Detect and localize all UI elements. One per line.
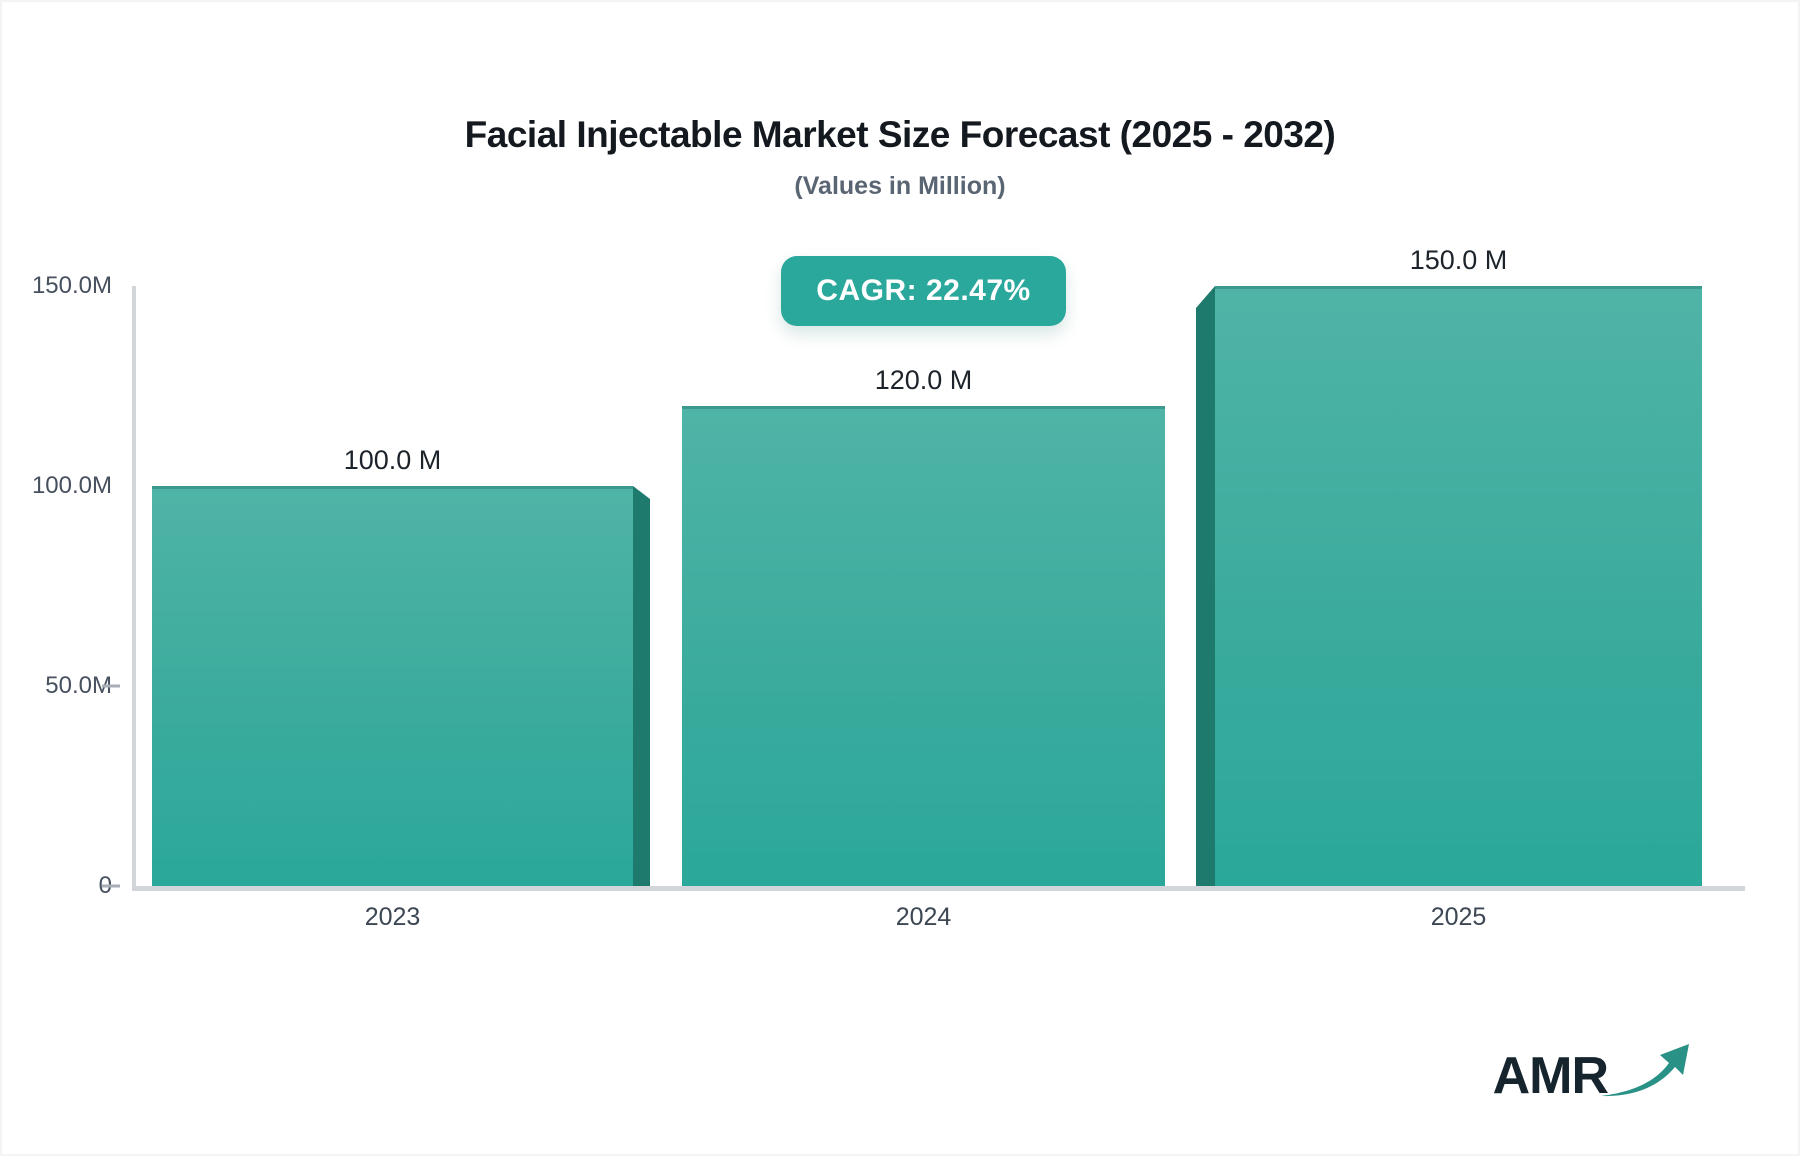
chart-subtitle: (Values in Million): [794, 172, 1006, 200]
bar-3d-side-face: [1196, 286, 1215, 886]
chart-title: Facial Injectable Market Size Forecast (…: [464, 114, 1336, 155]
y-axis-label: 150.0M: [31, 272, 112, 299]
bar-3d-side-face: [633, 486, 650, 886]
y-axis-label: 50.0M: [45, 672, 112, 699]
x-axis-label: 2025: [1430, 903, 1487, 931]
x-axis-label: 2024: [895, 903, 952, 931]
y-axis-tick-mark: [102, 884, 120, 888]
bar-2023: [152, 486, 633, 886]
bar-value-label: 150.0 M: [1409, 245, 1508, 275]
y-axis-line: [132, 286, 136, 890]
bar-2025: [1215, 286, 1702, 886]
y-axis-tick-mark: [102, 684, 120, 688]
amr-logo: AMR: [1493, 1038, 1690, 1102]
y-axis-label: 0: [2, 872, 112, 900]
bar-2024: [682, 406, 1165, 886]
cagr-badge-label: CAGR: 22.47%: [816, 274, 1031, 307]
bar-value-label: 100.0 M: [343, 445, 442, 475]
trending-arrow-icon: [1601, 1044, 1689, 1097]
amr-logo-text: AMR: [1492, 1047, 1609, 1105]
cagr-badge: CAGR: 22.47%: [781, 256, 1066, 326]
bar-value-label: 120.0 M: [874, 365, 973, 395]
y-axis-label: 100.0M: [31, 472, 112, 499]
x-axis-label: 2023: [364, 903, 421, 931]
x-axis-line: [132, 886, 1745, 891]
